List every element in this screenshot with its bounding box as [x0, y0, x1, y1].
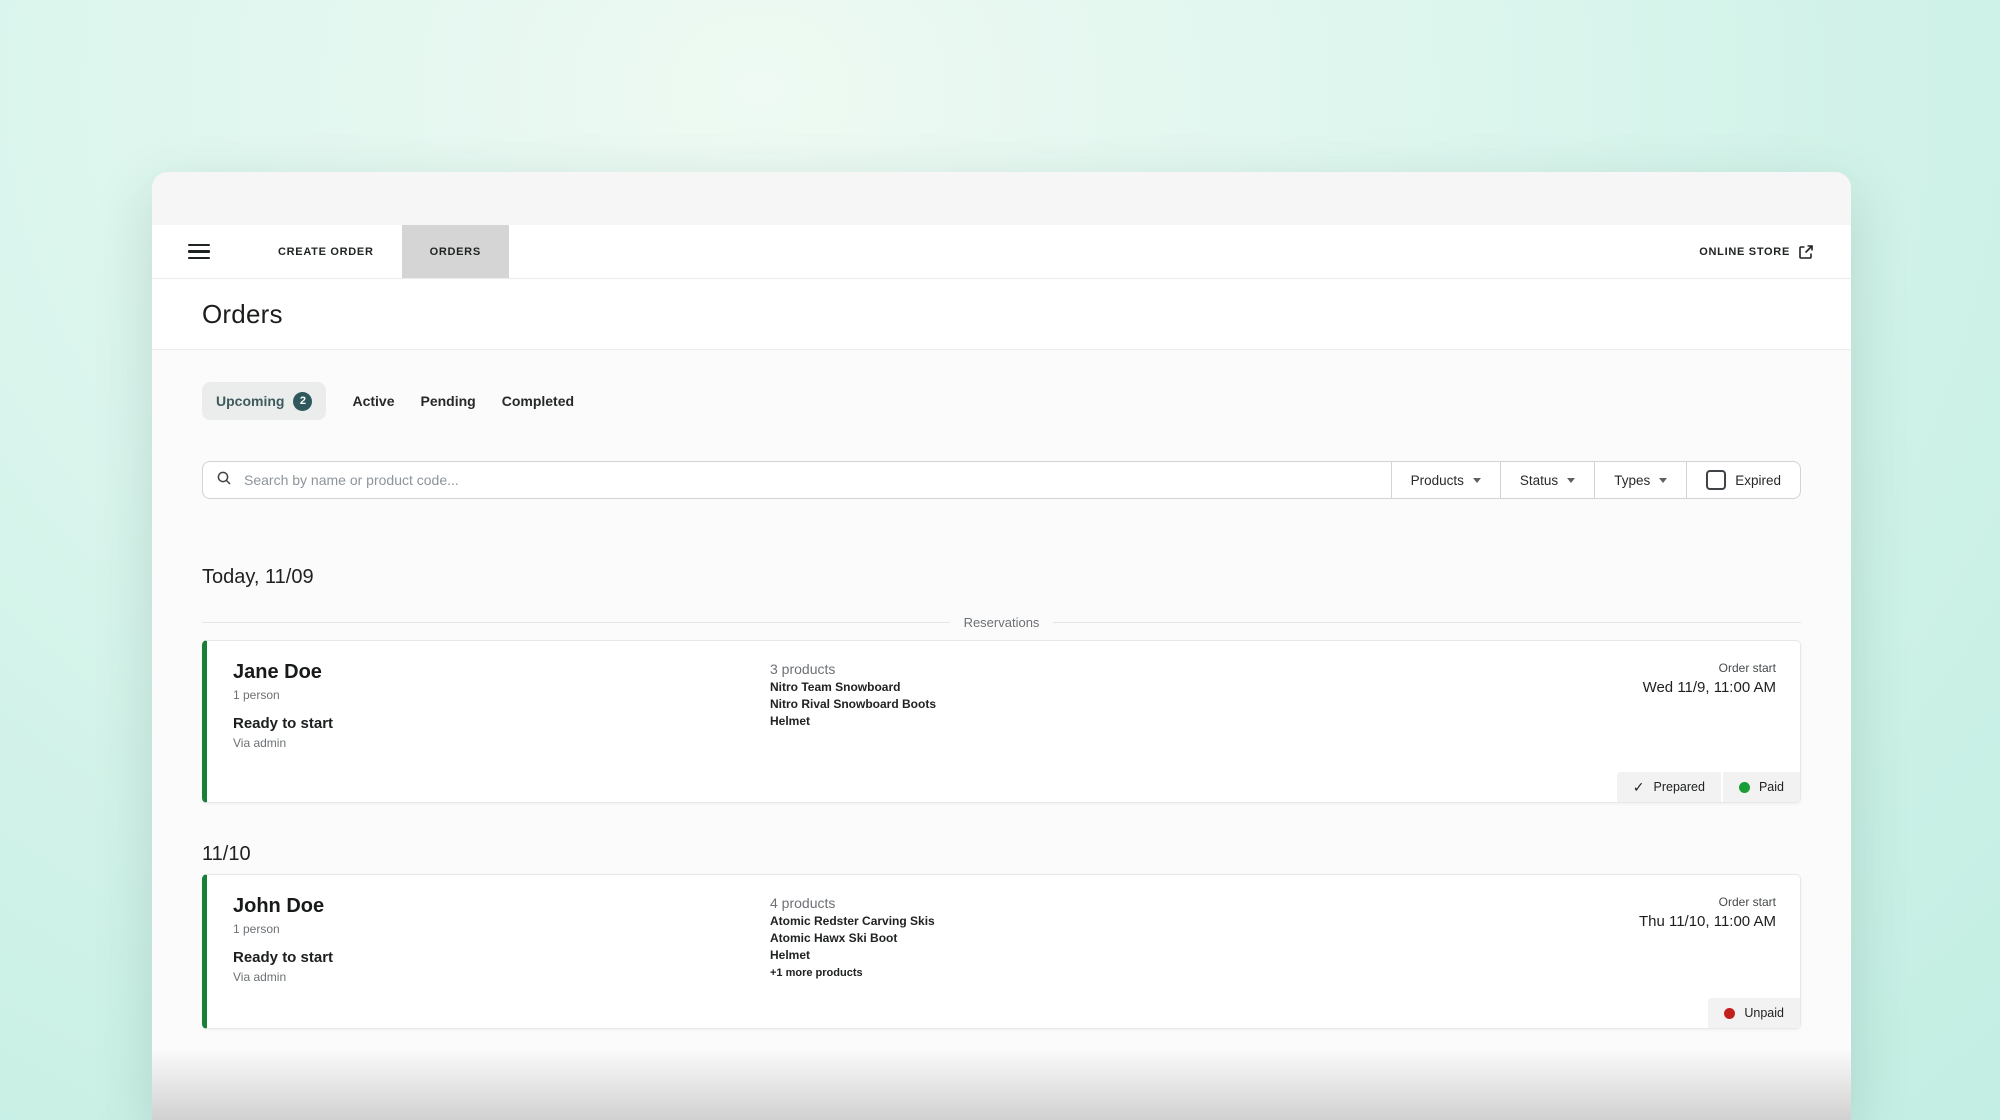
section-heading-1110: 11/10 [202, 843, 251, 865]
unpaid-dot-icon [1724, 1007, 1736, 1019]
customer-name: John Doe [233, 895, 325, 917]
product-item: Atomic Hawx Ski Boot [770, 931, 898, 945]
order-card-jane-doe[interactable]: Jane Doe 1 person Ready to start Via adm… [202, 640, 1801, 803]
chevron-down-icon [1472, 477, 1481, 483]
order-source: Via admin [233, 970, 287, 984]
order-start-column: Order start Thu 11/10, 11:00 AM [1639, 895, 1776, 1008]
search-box[interactable] [202, 461, 1392, 499]
customer-party-size: 1 person [233, 688, 280, 702]
products-count: 4 products [770, 895, 836, 911]
page-header: Orders [152, 279, 1851, 350]
prepared-badge-label: Prepared [1653, 780, 1705, 794]
search-filter-row: Products Status Types Expired [202, 461, 1801, 499]
online-store-label: ONLINE STORE [1699, 245, 1790, 258]
divider-line [1053, 622, 1801, 623]
product-item: Helmet [770, 948, 811, 962]
order-start-label: Order start [1718, 661, 1776, 675]
chevron-down-icon [1567, 477, 1576, 483]
product-item: Helmet [770, 714, 811, 728]
filter-products-label: Products [1410, 472, 1464, 488]
divider-line [202, 622, 950, 623]
status-tabs: Upcoming 2 Active Pending Completed [202, 382, 1801, 420]
window-top-strip [152, 172, 1851, 225]
tab-completed[interactable]: Completed [501, 393, 575, 409]
products-column: 4 products Atomic Redster Carving Skis A… [770, 895, 1639, 1008]
check-icon: ✓ [1632, 779, 1645, 795]
paid-dot-icon [1738, 781, 1750, 793]
product-item: Nitro Team Snowboard [770, 680, 901, 694]
expired-label: Expired [1735, 472, 1781, 488]
order-card-john-doe[interactable]: John Doe 1 person Ready to start Via adm… [202, 874, 1801, 1029]
page-title: Orders [202, 298, 283, 329]
products-count: 3 products [770, 661, 836, 677]
top-navbar: CREATE ORDER ORDERS ONLINE STORE [152, 225, 1851, 279]
order-start-datetime: Wed 11/9, 11:00 AM [1642, 679, 1776, 696]
page-content: Upcoming 2 Active Pending Completed Prod… [152, 382, 1851, 1029]
filter-status-label: Status [1519, 472, 1559, 488]
order-status: Ready to start [233, 715, 334, 732]
order-start-datetime: Thu 11/10, 11:00 AM [1638, 913, 1776, 930]
customer-party-size: 1 person [233, 922, 280, 936]
tab-pending[interactable]: Pending [420, 393, 476, 409]
paid-badge-label: Paid [1758, 780, 1784, 794]
reservations-divider: Reservations [202, 615, 1801, 630]
filter-expired-toggle[interactable]: Expired [1687, 461, 1801, 499]
divider-label: Reservations [963, 615, 1040, 630]
more-products-note: +1 more products [770, 967, 863, 979]
customer-column: John Doe 1 person Ready to start Via adm… [233, 895, 770, 1008]
order-start-column: Order start Wed 11/9, 11:00 AM [1643, 661, 1776, 782]
tab-active[interactable]: Active [352, 393, 395, 409]
tab-upcoming[interactable]: Upcoming 2 [202, 382, 327, 420]
product-item: Atomic Redster Carving Skis [770, 914, 935, 928]
filter-products-dropdown[interactable]: Products [1391, 461, 1501, 499]
unpaid-badge-label: Unpaid [1744, 1006, 1784, 1020]
filter-types-dropdown[interactable]: Types [1595, 461, 1688, 499]
prepared-badge: ✓ Prepared [1616, 772, 1721, 802]
filter-types-label: Types [1614, 472, 1651, 488]
search-input[interactable] [242, 471, 1378, 489]
order-start-label: Order start [1718, 895, 1776, 909]
products-column: 3 products Nitro Team Snowboard Nitro Ri… [770, 661, 1643, 782]
customer-column: Jane Doe 1 person Ready to start Via adm… [233, 661, 770, 782]
online-store-link[interactable]: ONLINE STORE [1699, 225, 1813, 278]
order-badges: ✓ Prepared Paid [1616, 772, 1800, 802]
order-status: Ready to start [233, 949, 334, 966]
create-order-button[interactable]: CREATE ORDER [278, 245, 374, 258]
navbar-left: CREATE ORDER ORDERS [188, 225, 509, 278]
app-window: CREATE ORDER ORDERS ONLINE STORE Orders … [152, 172, 1851, 1120]
menu-icon[interactable] [188, 241, 210, 263]
external-link-icon [1799, 244, 1813, 259]
chevron-down-icon [1659, 477, 1668, 483]
section-heading-today: Today, 11/09 [202, 566, 314, 588]
tab-upcoming-count-badge: 2 [293, 391, 313, 411]
product-item: Nitro Rival Snowboard Boots [770, 697, 937, 711]
paid-badge: Paid [1722, 772, 1800, 802]
filter-status-dropdown[interactable]: Status [1500, 461, 1596, 499]
orders-nav-tab[interactable]: ORDERS [401, 225, 509, 278]
search-icon [216, 470, 232, 491]
navbar-spacer [509, 225, 1699, 278]
expired-checkbox[interactable] [1706, 470, 1727, 490]
unpaid-badge: Unpaid [1708, 998, 1800, 1028]
customer-name: Jane Doe [233, 661, 322, 683]
tab-upcoming-label: Upcoming [216, 393, 285, 409]
window-bottom-shadow [152, 1048, 1851, 1120]
order-source: Via admin [233, 736, 287, 750]
order-badges: Unpaid [1708, 998, 1800, 1028]
